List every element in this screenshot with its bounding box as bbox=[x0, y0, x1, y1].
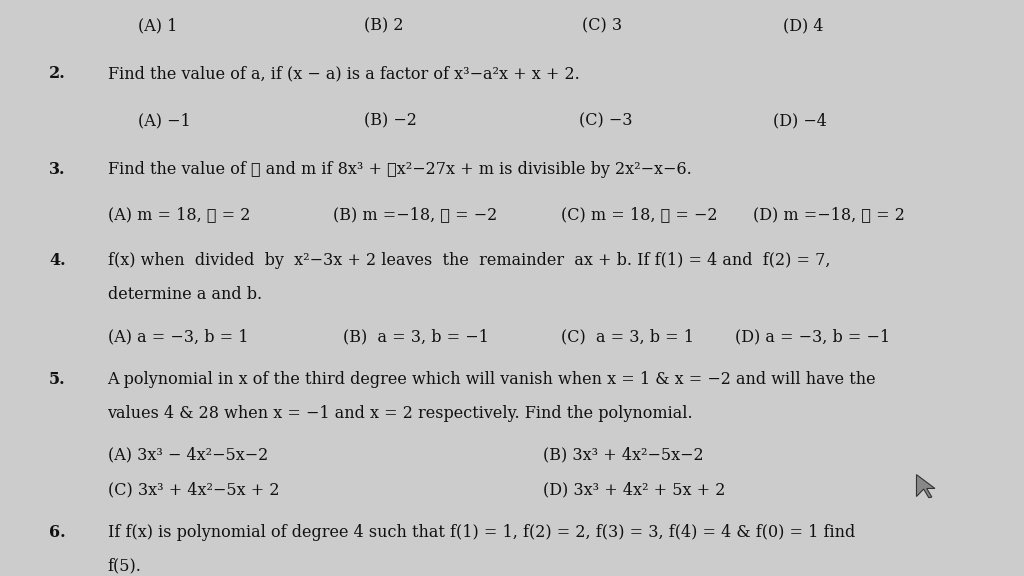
Text: 6.: 6. bbox=[49, 524, 66, 541]
Text: 3.: 3. bbox=[49, 161, 66, 178]
Text: If f(x) is polynomial of degree 4 such that f(1) = 1, f(2) = 2, f(3) = 3, f(4) =: If f(x) is polynomial of degree 4 such t… bbox=[108, 524, 855, 541]
Text: (B) 3x³ + 4x²−5x−2: (B) 3x³ + 4x²−5x−2 bbox=[543, 446, 703, 464]
Text: (C) 3x³ + 4x²−5x + 2: (C) 3x³ + 4x²−5x + 2 bbox=[108, 481, 279, 498]
Text: 2.: 2. bbox=[49, 65, 66, 82]
Text: (D) m =−18, ℓ = 2: (D) m =−18, ℓ = 2 bbox=[753, 206, 904, 223]
Text: (C) −3: (C) −3 bbox=[579, 112, 632, 130]
Text: (C) m = 18, ℓ = −2: (C) m = 18, ℓ = −2 bbox=[561, 206, 718, 223]
Text: (B)  a = 3, b = −1: (B) a = 3, b = −1 bbox=[343, 328, 488, 345]
Text: (C) 3: (C) 3 bbox=[582, 17, 622, 35]
Text: f(5).: f(5). bbox=[108, 557, 141, 574]
Text: (B) 2: (B) 2 bbox=[364, 17, 403, 35]
Text: 5.: 5. bbox=[49, 370, 66, 388]
Text: (A) −1: (A) −1 bbox=[138, 112, 191, 130]
Text: (A) 3x³ − 4x²−5x−2: (A) 3x³ − 4x²−5x−2 bbox=[108, 446, 267, 464]
Text: (A) m = 18, ℓ = 2: (A) m = 18, ℓ = 2 bbox=[108, 206, 250, 223]
Text: Find the value of a, if (x − a) is a factor of x³−a²x + x + 2.: Find the value of a, if (x − a) is a fac… bbox=[108, 65, 580, 82]
Text: f(x) when  divided  by  x²−3x + 2 leaves  the  remainder  ax + b. If f(1) = 4 an: f(x) when divided by x²−3x + 2 leaves th… bbox=[108, 252, 830, 269]
Text: (A) a = −3, b = 1: (A) a = −3, b = 1 bbox=[108, 328, 248, 345]
Text: (D) 3x³ + 4x² + 5x + 2: (D) 3x³ + 4x² + 5x + 2 bbox=[543, 481, 725, 498]
Text: (B) m =−18, ℓ = −2: (B) m =−18, ℓ = −2 bbox=[333, 206, 497, 223]
Text: (C)  a = 3, b = 1: (C) a = 3, b = 1 bbox=[561, 328, 694, 345]
Text: values 4 & 28 when x = −1 and x = 2 respectively. Find the polynomial.: values 4 & 28 when x = −1 and x = 2 resp… bbox=[108, 405, 693, 422]
Text: (D) −4: (D) −4 bbox=[773, 112, 827, 130]
Text: (D) 4: (D) 4 bbox=[783, 17, 824, 35]
Text: A polynomial in x of the third degree which will vanish when x = 1 & x = −2 and : A polynomial in x of the third degree wh… bbox=[108, 370, 877, 388]
Text: 4.: 4. bbox=[49, 252, 66, 269]
Text: determine a and b.: determine a and b. bbox=[108, 286, 262, 304]
Text: (A) 1: (A) 1 bbox=[138, 17, 177, 35]
Text: (D) a = −3, b = −1: (D) a = −3, b = −1 bbox=[735, 328, 890, 345]
Text: Find the value of ℓ and m if 8x³ + ℓx²−27x + m is divisible by 2x²−x−6.: Find the value of ℓ and m if 8x³ + ℓx²−2… bbox=[108, 161, 691, 178]
Text: (B) −2: (B) −2 bbox=[364, 112, 417, 130]
Polygon shape bbox=[916, 475, 935, 498]
